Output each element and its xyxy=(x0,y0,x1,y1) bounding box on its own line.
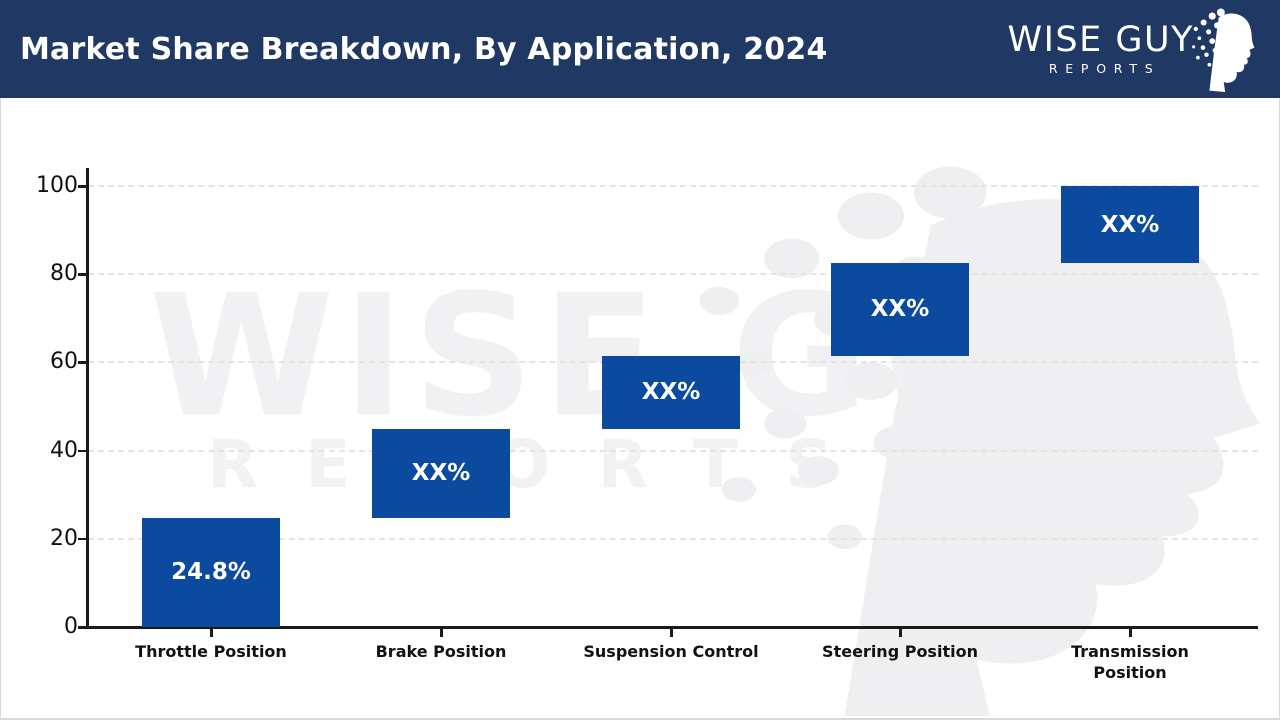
bar-value-label: XX% xyxy=(641,379,701,406)
bar-segment: XX% xyxy=(602,355,740,429)
logo-wordmark: WISE GUY xyxy=(1007,19,1194,60)
wise-guy-logo: WISE GUY REPORTS xyxy=(1007,6,1266,92)
logo-text: WISE GUY REPORTS xyxy=(1007,19,1194,76)
y-tick-label: 20 xyxy=(50,525,78,551)
y-tick-mark xyxy=(78,449,86,453)
bar-segment: XX% xyxy=(372,428,510,518)
x-tick-mark xyxy=(1129,628,1132,637)
bar-value-label: XX% xyxy=(411,460,471,487)
gridline-100 xyxy=(88,185,1258,187)
y-tick-mark xyxy=(78,273,86,276)
bar-value-label: XX% xyxy=(1100,211,1160,238)
y-tick-label: 0 xyxy=(64,614,78,639)
x-category-label: Steering Position xyxy=(822,642,978,661)
y-tick-label: 40 xyxy=(50,437,78,463)
y-tick-label: 100 xyxy=(36,173,78,198)
x-tick-mark xyxy=(670,628,673,637)
page-title: Market Share Breakdown, By Application, … xyxy=(20,31,828,67)
y-tick-mark xyxy=(78,537,86,541)
x-tick-mark xyxy=(440,628,443,637)
gridline-40 xyxy=(88,449,1258,452)
x-axis-line xyxy=(86,626,1258,629)
bar-value-label: 24.8% xyxy=(171,559,251,586)
x-tick-mark xyxy=(210,628,213,637)
bar-segment: 24.8% xyxy=(142,517,280,627)
gridline-80 xyxy=(88,273,1258,276)
x-tick-mark xyxy=(899,628,902,637)
logo-subtitle: REPORTS xyxy=(1048,60,1161,76)
dotted-head-icon xyxy=(1192,8,1255,92)
y-tick-mark xyxy=(78,626,86,629)
y-tick-label: 60 xyxy=(50,349,78,375)
y-axis-spine xyxy=(86,168,89,629)
x-category-label: Suspension Control xyxy=(583,642,759,661)
x-category-label: Brake Position xyxy=(375,642,507,661)
x-category-label: Throttle Position xyxy=(135,642,287,661)
gridline-20 xyxy=(88,537,1258,540)
bar-segment: XX% xyxy=(1061,186,1199,264)
bar-value-label: XX% xyxy=(870,296,930,323)
y-tick-label: 80 xyxy=(50,261,78,287)
y-tick-mark xyxy=(78,361,86,364)
header-bar: Market Share Breakdown, By Application, … xyxy=(0,0,1280,98)
y-tick-mark xyxy=(78,185,86,188)
bar-segment: XX% xyxy=(831,263,969,356)
x-category-label: Transmission Position xyxy=(1071,642,1189,683)
